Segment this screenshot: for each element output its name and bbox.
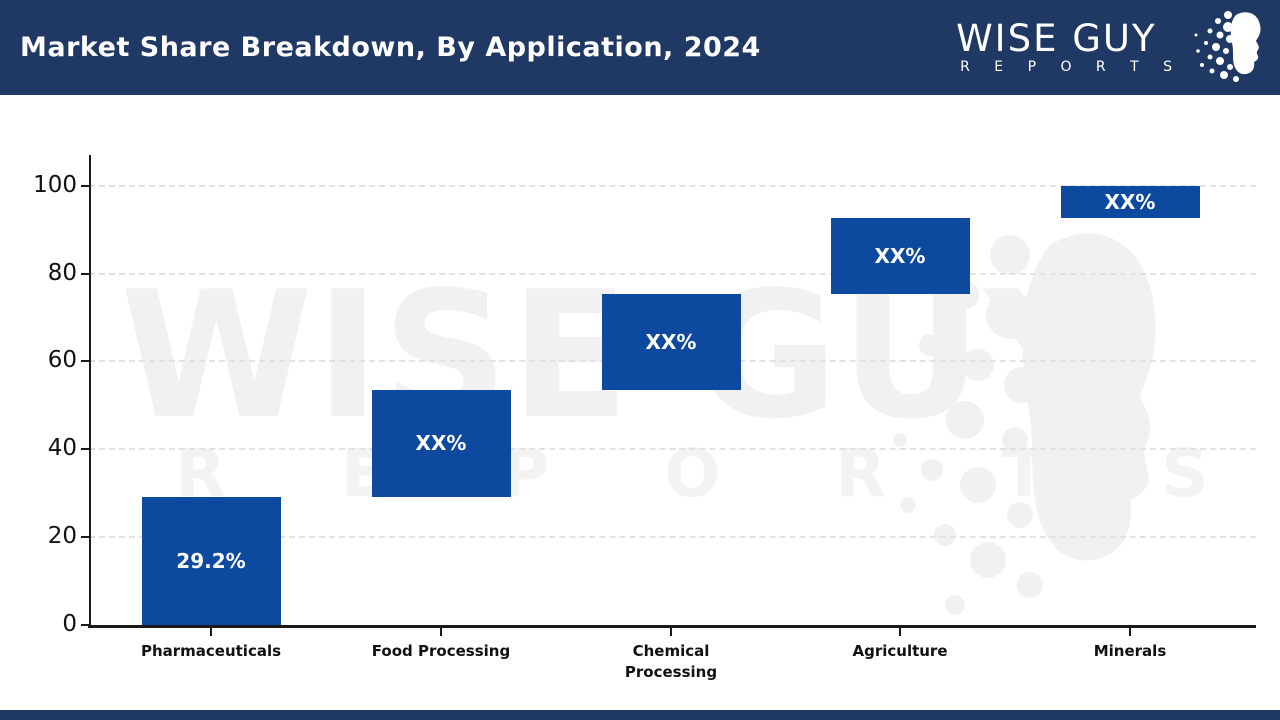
y-tick-mark-60 <box>81 360 89 363</box>
bar-value-label-minerals: XX% <box>1104 189 1156 214</box>
y-tick-mark-40 <box>81 448 89 451</box>
watermark-reports-text: R E P O R T S <box>175 435 1255 512</box>
x-tick-mark-pharmaceuticals <box>210 628 212 636</box>
y-tick-mark-20 <box>81 536 89 539</box>
y-tick-label-100: 100 <box>33 171 77 198</box>
y-tick-mark-80 <box>81 272 89 275</box>
bar-chemical-processing: XX% <box>601 293 741 390</box>
bar-minerals: XX% <box>1060 185 1200 218</box>
footer-bar <box>0 710 1280 720</box>
header-bar: Market Share Breakdown, By Application, … <box>0 0 1280 95</box>
bar-agriculture: XX% <box>830 217 970 294</box>
y-tick-label-20: 20 <box>47 523 77 550</box>
x-tick-mark-chemical-processing <box>670 628 672 636</box>
x-category-label-chemical-processing: Chemical Processing <box>624 642 718 681</box>
y-tick-label-80: 80 <box>47 259 77 286</box>
x-axis-line <box>88 625 1256 628</box>
x-category-label-minerals: Minerals <box>1093 642 1167 660</box>
x-tick-mark-food-processing <box>440 628 442 636</box>
bar-food-processing: XX% <box>371 390 511 497</box>
bar-value-label-pharmaceuticals: 29.2% <box>176 548 246 573</box>
x-category-label-food-processing: Food Processing <box>371 642 511 660</box>
bar-pharmaceuticals: 29.2% <box>141 496 281 625</box>
x-category-label-pharmaceuticals: Pharmaceuticals <box>140 642 282 660</box>
y-tick-label-60: 60 <box>47 347 77 374</box>
y-tick-label-40: 40 <box>47 435 77 462</box>
logo-text: WISE GUY R E P O R T S <box>956 20 1182 75</box>
logo-subtitle: R E P O R T S <box>960 59 1182 75</box>
wise-guy-logo: WISE GUY R E P O R T S <box>956 5 1262 91</box>
y-tick-mark-100 <box>81 184 89 187</box>
gridline-40 <box>89 448 1256 451</box>
bar-value-label-chemical-processing: XX% <box>645 329 697 354</box>
logo-wordmark: WISE GUY <box>956 17 1157 60</box>
x-tick-mark-agriculture <box>899 628 901 636</box>
gridline-100 <box>89 184 1256 187</box>
chart-title: Market Share Breakdown, By Application, … <box>20 32 761 63</box>
y-tick-label-0: 0 <box>62 611 77 637</box>
bar-value-label-food-processing: XX% <box>415 431 467 456</box>
y-tick-mark-0 <box>81 624 89 626</box>
bar-value-label-agriculture: XX% <box>874 243 926 268</box>
gridline-80 <box>89 272 1256 275</box>
x-tick-mark-minerals <box>1129 628 1131 636</box>
gridline-20 <box>89 536 1256 539</box>
chart-plot-area: WISE GUY R E P O R T S 0 20 40 60 80 100 29.2%… <box>0 95 1280 710</box>
y-axis-line <box>89 155 91 627</box>
x-category-label-agriculture: Agriculture <box>852 642 948 660</box>
dotted-head-logo-icon <box>1184 5 1262 91</box>
